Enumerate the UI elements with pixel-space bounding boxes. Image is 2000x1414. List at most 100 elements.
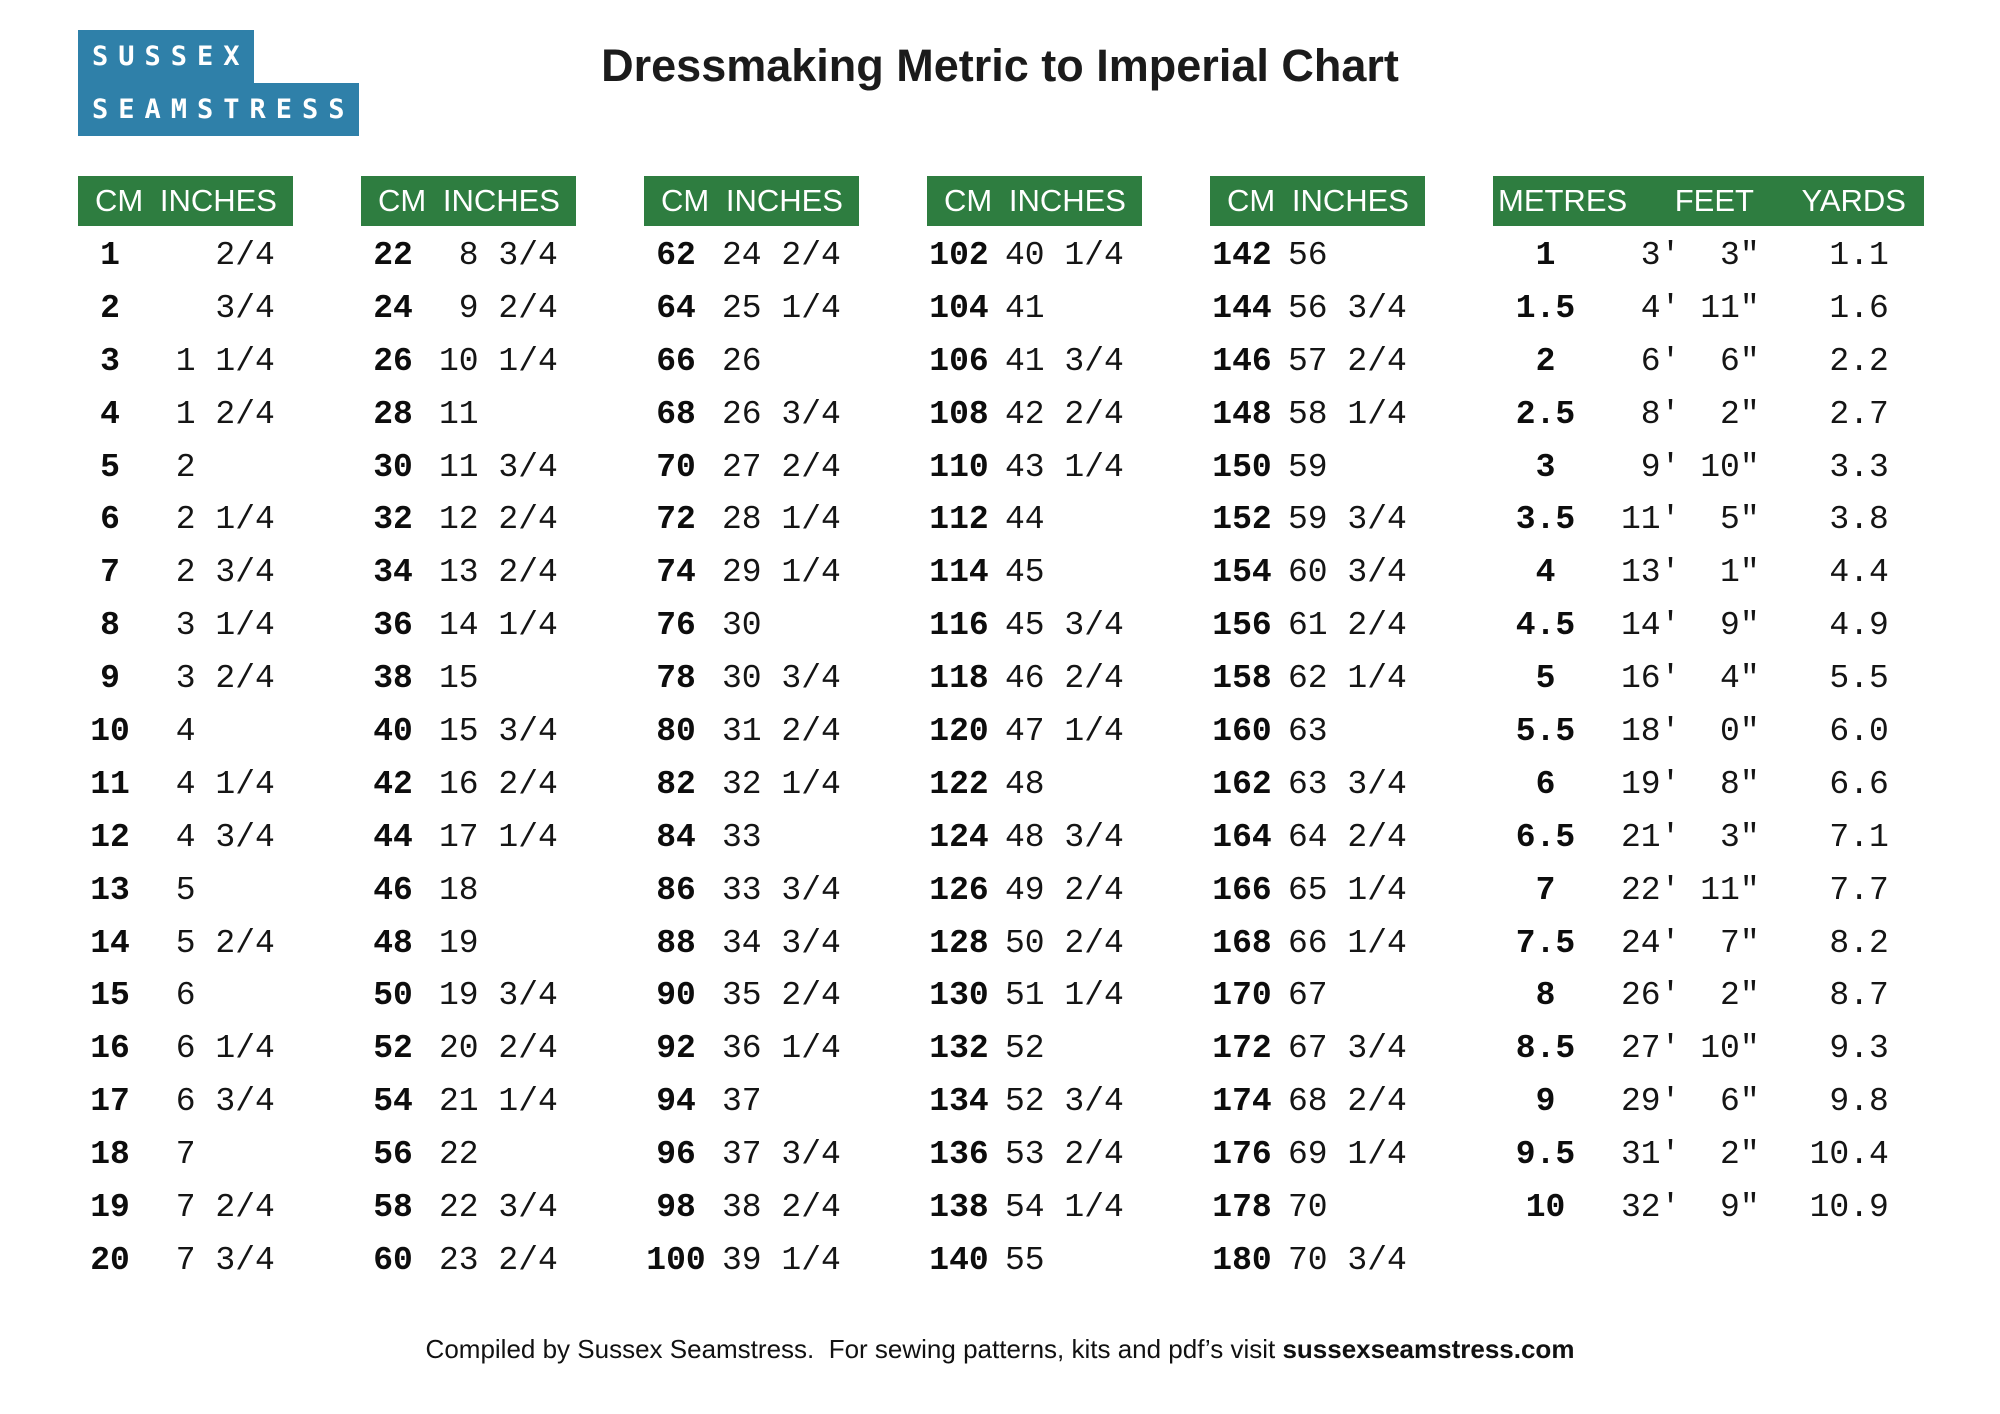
table-header: CM INCHES bbox=[361, 176, 576, 226]
yards-value: 1.6 bbox=[1809, 289, 1889, 327]
yards-value: 10.9 bbox=[1809, 1188, 1889, 1226]
cm-value: 126 bbox=[929, 871, 989, 909]
yards-value: 2.2 bbox=[1809, 342, 1889, 380]
inches-value: 7 2/4 bbox=[156, 1188, 275, 1226]
inches-value: 27 2/4 bbox=[722, 448, 841, 486]
table-row: 2.5 8' 2" 2.7 bbox=[1493, 388, 1924, 441]
cm-value: 172 bbox=[1212, 1030, 1272, 1068]
inches-value: 41 3/4 bbox=[1005, 342, 1124, 380]
feet-value: 21' 3" bbox=[1621, 818, 1760, 856]
table-row: 158 62 1/4 bbox=[1210, 652, 1425, 705]
inches-value: 45 3/4 bbox=[1005, 607, 1124, 645]
cm-value: 154 bbox=[1212, 554, 1272, 592]
table-row: 80 31 2/4 bbox=[644, 705, 859, 758]
table-row: 148 58 1/4 bbox=[1210, 388, 1425, 441]
inches-value: 45 bbox=[1005, 554, 1045, 592]
metres-value: 1 bbox=[1535, 236, 1556, 274]
feet-value: 19' 8" bbox=[1621, 765, 1760, 803]
cm-value: 46 bbox=[373, 871, 413, 909]
yards-value: 4.4 bbox=[1809, 554, 1889, 592]
table-row: 126 49 2/4 bbox=[927, 864, 1142, 917]
inches-value: 14 1/4 bbox=[439, 607, 558, 645]
metres-value: 8.5 bbox=[1515, 1030, 1576, 1068]
inches-value: 63 bbox=[1288, 712, 1328, 750]
inches-value: 11 bbox=[439, 395, 479, 433]
table-row: 90 35 2/4 bbox=[644, 969, 859, 1022]
inches-value: 2 bbox=[156, 448, 196, 486]
inches-value: 22 bbox=[439, 1136, 479, 1174]
table-row: 168 66 1/4 bbox=[1210, 917, 1425, 970]
inches-value: 28 1/4 bbox=[722, 501, 841, 539]
cm-value: 48 bbox=[373, 924, 413, 962]
cm-value: 142 bbox=[1212, 236, 1272, 274]
metres-value: 3.5 bbox=[1515, 501, 1576, 539]
table-row: 72 28 1/4 bbox=[644, 493, 859, 546]
table-row: 22 8 3/4 bbox=[361, 229, 576, 282]
inches-value: 2/4 bbox=[156, 236, 275, 274]
table-row: 40 15 3/4 bbox=[361, 705, 576, 758]
table-row: 140 55 bbox=[927, 1234, 1142, 1287]
table-header: CM INCHES bbox=[644, 176, 859, 226]
table-row: 154 60 3/4 bbox=[1210, 546, 1425, 599]
inches-value: 1 1/4 bbox=[156, 342, 275, 380]
table-header: METRES FEET YARDS bbox=[1493, 176, 1924, 226]
inches-value: 58 1/4 bbox=[1288, 395, 1407, 433]
page-title: Dressmaking Metric to Imperial Chart bbox=[601, 40, 1399, 91]
metres-value: 1.5 bbox=[1515, 289, 1576, 327]
table-row: 64 25 1/4 bbox=[644, 282, 859, 335]
yards-value: 1.1 bbox=[1809, 236, 1889, 274]
table-row: 102 40 1/4 bbox=[927, 229, 1142, 282]
cm-value: 56 bbox=[373, 1136, 413, 1174]
cm-value: 170 bbox=[1212, 977, 1272, 1015]
cm-value: 152 bbox=[1212, 501, 1272, 539]
inches-value: 4 bbox=[156, 712, 196, 750]
cm-value: 122 bbox=[929, 765, 989, 803]
table-row: 9 3 2/4 bbox=[78, 652, 293, 705]
inches-value: 4 3/4 bbox=[156, 818, 275, 856]
inches-value: 7 3/4 bbox=[156, 1241, 275, 1279]
table-row: 62 24 2/4 bbox=[644, 229, 859, 282]
cm-value: 166 bbox=[1212, 871, 1272, 909]
table-row: 132 52 bbox=[927, 1022, 1142, 1075]
cm-inches-table-5: CM INCHES 142 56 144 56 3/4 146 57 2/4 148 58 1… bbox=[1210, 176, 1425, 1287]
inches-value: 56 bbox=[1288, 236, 1328, 274]
table-row: 128 50 2/4 bbox=[927, 917, 1142, 970]
cm-value: 62 bbox=[656, 236, 696, 274]
table-row: 152 59 3/4 bbox=[1210, 493, 1425, 546]
cm-value: 36 bbox=[373, 607, 413, 645]
inches-value: 49 2/4 bbox=[1005, 871, 1124, 909]
inches-value: 6 1/4 bbox=[156, 1030, 275, 1068]
yards-value: 7.1 bbox=[1809, 818, 1889, 856]
cm-value: 2 bbox=[100, 289, 120, 327]
logo-line-1: SUSSEX bbox=[78, 30, 254, 83]
cm-value: 98 bbox=[656, 1188, 696, 1226]
feet-value: 31' 2" bbox=[1621, 1136, 1760, 1174]
cm-value: 64 bbox=[656, 289, 696, 327]
cm-value: 134 bbox=[929, 1083, 989, 1121]
table-rows: 142 56 144 56 3/4 146 57 2/4 148 58 1/4 150 59 152… bbox=[1210, 229, 1425, 1287]
inches-value: 7 bbox=[156, 1136, 196, 1174]
table-row: 108 42 2/4 bbox=[927, 388, 1142, 441]
cm-value: 42 bbox=[373, 765, 413, 803]
inches-value: 40 1/4 bbox=[1005, 236, 1124, 274]
table-row: 34 13 2/4 bbox=[361, 546, 576, 599]
inches-value: 1 2/4 bbox=[156, 395, 275, 433]
cm-value: 160 bbox=[1212, 712, 1272, 750]
table-row: 138 54 1/4 bbox=[927, 1181, 1142, 1234]
metres-value: 9.5 bbox=[1515, 1136, 1576, 1174]
metres-value: 5 bbox=[1535, 660, 1556, 698]
table-header: CM INCHES bbox=[927, 176, 1142, 226]
cm-value: 108 bbox=[929, 395, 989, 433]
table-row: 92 36 1/4 bbox=[644, 1022, 859, 1075]
cm-value: 102 bbox=[929, 236, 989, 274]
inches-value: 42 2/4 bbox=[1005, 395, 1124, 433]
table-row: 50 19 3/4 bbox=[361, 969, 576, 1022]
inches-value: 26 3/4 bbox=[722, 395, 841, 433]
cm-value: 138 bbox=[929, 1188, 989, 1226]
table-row: 1 2/4 bbox=[78, 229, 293, 282]
cm-value: 94 bbox=[656, 1083, 696, 1121]
table-row: 70 27 2/4 bbox=[644, 441, 859, 494]
table-row: 5.5 18' 0" 6.0 bbox=[1493, 705, 1924, 758]
table-row: 78 30 3/4 bbox=[644, 652, 859, 705]
